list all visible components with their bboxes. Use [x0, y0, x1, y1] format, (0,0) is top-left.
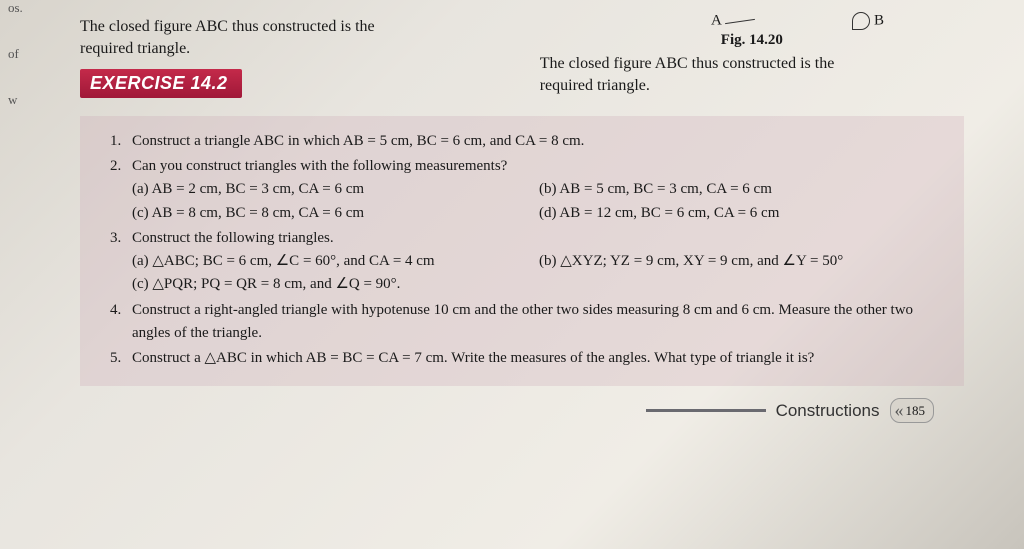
question-number: 5.: [110, 347, 132, 370]
question-1: 1. Construct a triangle ABC in which AB …: [110, 130, 946, 153]
closed-figure-text-right: The closed figure ABC thus constructed i…: [540, 53, 964, 98]
page-number: 185: [906, 403, 926, 419]
question-body: Construct the following triangles. (a) △…: [132, 227, 946, 297]
page-number-badge: 185: [890, 398, 935, 423]
question-3: 3. Construct the following triangles. (a…: [110, 227, 946, 297]
question-body: Can you construct triangles with the fol…: [132, 155, 946, 225]
option-a: (a) △ABC; BC = 6 cm, ∠C = 60°, and CA = …: [132, 250, 539, 273]
textbook-page: The closed figure ABC thus constructed i…: [0, 0, 1024, 433]
closed-figure-text-left: The closed figure ABC thus constructed i…: [80, 16, 504, 61]
question-number: 4.: [110, 299, 132, 346]
intro-section: The closed figure ABC thus constructed i…: [80, 10, 964, 108]
figure-edge: [725, 18, 755, 23]
exercise-questions: 1. Construct a triangle ABC in which AB …: [80, 116, 964, 387]
vertex-label: B: [874, 12, 884, 28]
text-line: The closed figure ABC thus constructed i…: [80, 18, 375, 35]
chapter-label: Constructions: [776, 401, 880, 421]
sub-options: (a) AB = 2 cm, BC = 3 cm, CA = 6 cm (b) …: [132, 178, 946, 225]
question-text: Can you construct triangles with the fol…: [132, 155, 946, 178]
option-b: (b) AB = 5 cm, BC = 3 cm, CA = 6 cm: [539, 178, 946, 201]
question-2: 2. Can you construct triangles with the …: [110, 155, 946, 225]
vertex-label: A: [711, 12, 721, 28]
question-text: Construct a triangle ABC in which AB = 5…: [132, 130, 946, 153]
text-line: required triangle.: [80, 40, 190, 57]
question-text: Construct a right-angled triangle with h…: [132, 299, 946, 346]
option-c: (c) AB = 8 cm, BC = 8 cm, CA = 6 cm: [132, 202, 539, 225]
option-b: (b) △XYZ; YZ = 9 cm, XY = 9 cm, and ∠Y =…: [539, 250, 946, 273]
figure-vertices: A B: [540, 12, 964, 30]
question-text: Construct a △ABC in which AB = BC = CA =…: [132, 347, 946, 370]
sub-options: (a) △ABC; BC = 6 cm, ∠C = 60°, and CA = …: [132, 250, 946, 297]
question-number: 2.: [110, 155, 132, 225]
right-column: A B Fig. 14.20 The closed figure ABC thu…: [540, 10, 964, 98]
question-number: 3.: [110, 227, 132, 297]
exercise-badge: EXERCISE 14.2: [80, 69, 242, 98]
question-4: 4. Construct a right-angled triangle wit…: [110, 299, 946, 346]
page-footer: Constructions 185: [80, 398, 964, 423]
option-c: (c) △PQR; PQ = QR = 8 cm, and ∠Q = 90°.: [132, 273, 539, 296]
question-text: Construct the following triangles.: [132, 227, 946, 250]
footer-rule: [646, 409, 766, 412]
question-number: 1.: [110, 130, 132, 153]
text-line: required triangle.: [540, 77, 650, 94]
left-column: The closed figure ABC thus constructed i…: [80, 10, 504, 108]
option-a: (a) AB = 2 cm, BC = 3 cm, CA = 6 cm: [132, 178, 539, 201]
figure-caption: Fig. 14.20: [540, 32, 964, 49]
question-5: 5. Construct a △ABC in which AB = BC = C…: [110, 347, 946, 370]
text-line: The closed figure ABC thus constructed i…: [540, 55, 835, 72]
arc-icon: [852, 12, 870, 30]
option-d: (d) AB = 12 cm, BC = 6 cm, CA = 6 cm: [539, 202, 946, 225]
